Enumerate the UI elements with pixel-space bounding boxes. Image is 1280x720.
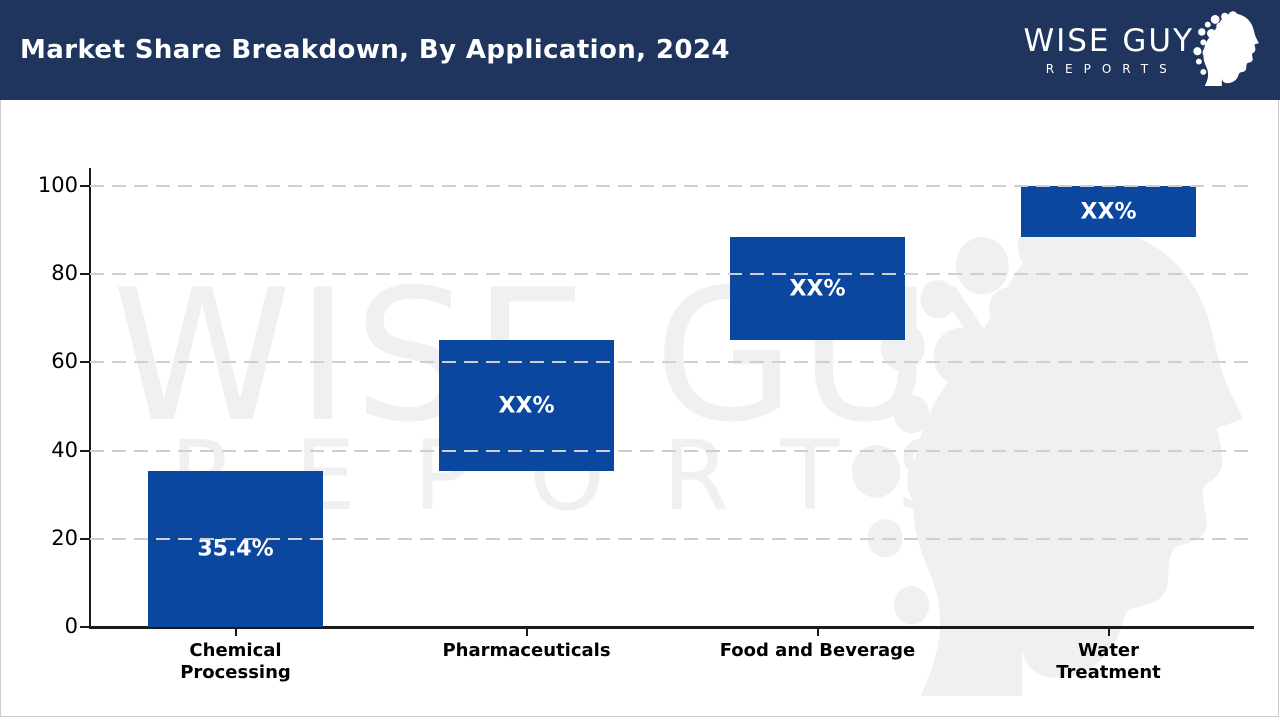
y-tick-mark bbox=[80, 361, 89, 364]
waterfall-bar-segment bbox=[730, 237, 905, 341]
x-axis-line bbox=[89, 626, 1254, 629]
x-category-label: Pharmaceuticals bbox=[442, 640, 611, 661]
x-category-label: Food and Beverage bbox=[719, 640, 916, 661]
waterfall-bar-segment bbox=[1021, 186, 1196, 238]
y-tick-label: 100 bbox=[37, 173, 78, 197]
x-tick-mark bbox=[525, 629, 528, 636]
x-tick-mark bbox=[816, 629, 819, 636]
x-tick-mark bbox=[1107, 629, 1110, 636]
header-bar: Market Share Breakdown, By Application, … bbox=[0, 0, 1280, 100]
y-tick-mark bbox=[80, 626, 89, 628]
gridline bbox=[90, 361, 1254, 364]
logo-line1: WISE GUY bbox=[1023, 22, 1194, 59]
y-tick-label: 80 bbox=[51, 261, 78, 286]
y-tick-mark bbox=[80, 185, 89, 187]
y-tick-label: 60 bbox=[51, 349, 78, 374]
y-tick-mark bbox=[80, 537, 89, 540]
wise-guy-logo: WISE GUY REPORTS bbox=[1023, 8, 1264, 90]
x-category-label: Water Treatment bbox=[1056, 640, 1161, 683]
y-tick-label: 40 bbox=[51, 437, 78, 462]
logo-wordmark: WISE GUY REPORTS bbox=[1023, 23, 1194, 76]
y-tick-mark bbox=[80, 449, 89, 452]
y-axis-line bbox=[89, 168, 91, 629]
bar-value-label: XX% bbox=[789, 276, 846, 302]
gridline bbox=[90, 185, 1254, 187]
waterfall-bar-segment bbox=[148, 470, 323, 627]
gridline bbox=[90, 537, 1254, 540]
page-title: Market Share Breakdown, By Application, … bbox=[20, 35, 730, 65]
bar-value-label: 35.4% bbox=[197, 536, 274, 562]
gridline bbox=[90, 273, 1254, 276]
y-tick-mark bbox=[80, 273, 89, 276]
bar-value-label: XX% bbox=[1080, 199, 1137, 225]
gridline bbox=[90, 449, 1254, 452]
y-tick-label: 0 bbox=[64, 614, 78, 638]
x-tick-mark bbox=[234, 629, 237, 636]
logo-line2: REPORTS bbox=[1045, 61, 1178, 76]
x-category-label: Chemical Processing bbox=[180, 640, 291, 683]
y-tick-label: 20 bbox=[51, 525, 78, 550]
bar-value-label: XX% bbox=[498, 393, 555, 419]
